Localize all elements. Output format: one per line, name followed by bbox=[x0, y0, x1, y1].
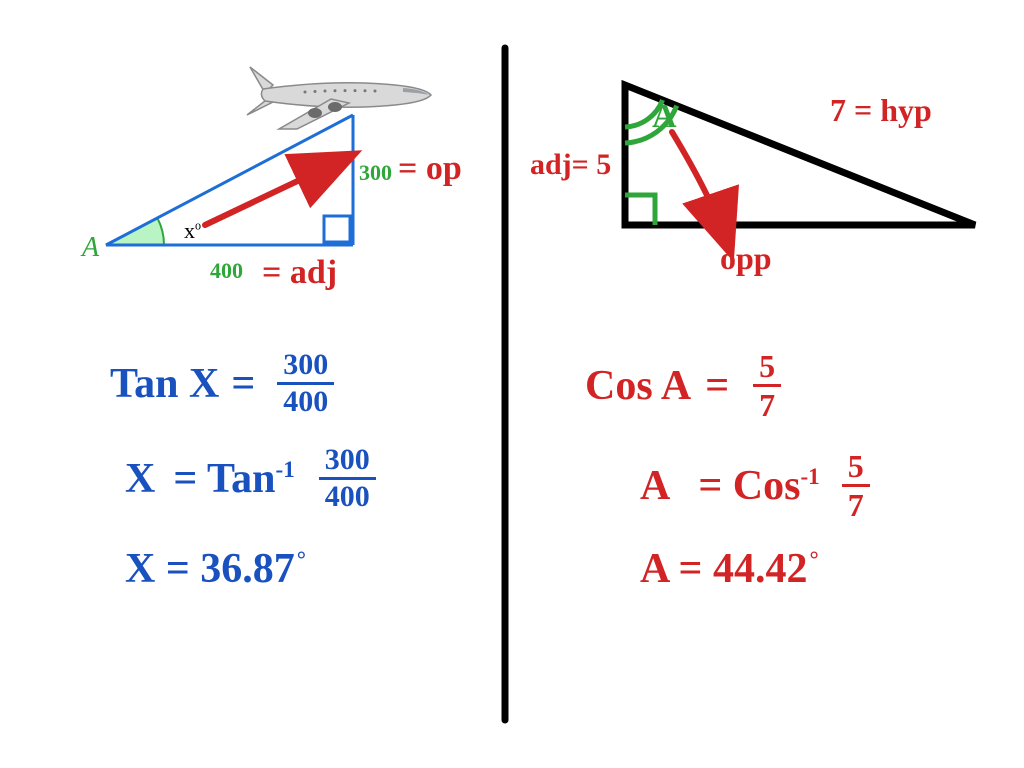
left-eq2-sup: -1 bbox=[276, 456, 295, 482]
right-eq2-sup: -1 bbox=[800, 463, 819, 489]
whiteboard: A xo 300 = op 400 = adj Tan X = 300 400 … bbox=[0, 0, 1024, 768]
left-eq3-deg: ° bbox=[297, 546, 306, 572]
left-eq1-lhs: Tan X bbox=[110, 360, 219, 408]
left-eq2-lhs: X bbox=[125, 455, 155, 503]
right-eq2-frac: 5 7 bbox=[842, 450, 870, 521]
right-eq3-text: A = 44.42 bbox=[640, 546, 807, 592]
left-eq2-num: 300 bbox=[319, 445, 376, 480]
right-eq1-den: 7 bbox=[753, 387, 781, 421]
left-eq2-mid: = Tan bbox=[173, 456, 275, 502]
left-eq2-den: 400 bbox=[319, 480, 376, 512]
right-eq1-lhs: Cos A bbox=[585, 362, 691, 410]
left-eq-line3: X = 36.87° bbox=[125, 545, 306, 593]
right-eq-line1: Cos A = 5 7 bbox=[585, 350, 781, 421]
right-eq2-lhs: A bbox=[640, 462, 670, 510]
right-eq2-num: 5 bbox=[842, 450, 870, 487]
left-eq2-rhs: = Tan-1 bbox=[173, 455, 294, 503]
angle-a-label: A bbox=[652, 98, 677, 136]
label-7-eq-hyp: 7 = hyp bbox=[830, 92, 932, 129]
right-eq1-num: 5 bbox=[753, 350, 781, 387]
right-eq2-den: 7 bbox=[842, 487, 870, 521]
left-eq1-num: 300 bbox=[277, 350, 334, 385]
right-eq1-frac: 5 7 bbox=[753, 350, 781, 421]
right-eq2-rhs: = Cos-1 bbox=[698, 462, 819, 510]
right-triangle bbox=[0, 0, 1024, 320]
left-eq1-eq: = bbox=[231, 360, 255, 408]
right-eq-line2: A = Cos-1 5 7 bbox=[640, 450, 870, 521]
left-eq1-frac: 300 400 bbox=[277, 350, 334, 417]
right-eq-line3: A = 44.42° bbox=[640, 545, 819, 593]
right-eq3-deg: ° bbox=[809, 546, 818, 572]
left-eq-line1: Tan X = 300 400 bbox=[110, 350, 334, 417]
left-eq-line2: X = Tan-1 300 400 bbox=[125, 445, 376, 512]
left-eq3-text: X = 36.87 bbox=[125, 546, 295, 592]
left-eq1-den: 400 bbox=[277, 385, 334, 417]
left-eq2-frac: 300 400 bbox=[319, 445, 376, 512]
label-adj-eq-5: adj= 5 bbox=[530, 148, 611, 182]
label-opp: opp bbox=[720, 240, 772, 277]
right-eq1-eq: = bbox=[705, 362, 729, 410]
right-eq2-mid: = Cos bbox=[698, 463, 800, 509]
